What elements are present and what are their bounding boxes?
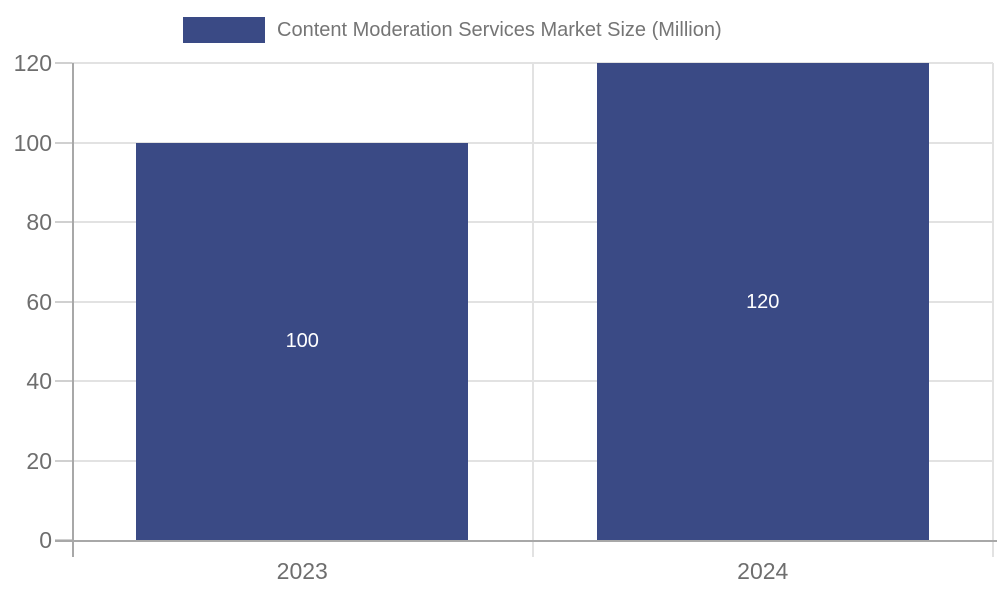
y-tick-mark bbox=[55, 459, 72, 462]
bar-2023[interactable] bbox=[136, 142, 469, 540]
y-tick-mark bbox=[55, 141, 72, 144]
category-split-line bbox=[531, 63, 534, 557]
plot-area: 100 120 bbox=[72, 62, 993, 540]
y-tick-label: 120 bbox=[13, 50, 52, 76]
bar-value-label: 120 bbox=[746, 290, 780, 313]
y-tick-label: 60 bbox=[26, 288, 52, 315]
legend-label: Content Moderation Services Market Size … bbox=[277, 19, 722, 41]
x-axis-line bbox=[55, 540, 997, 542]
y-tick-mark bbox=[55, 62, 72, 64]
legend-swatch bbox=[183, 17, 265, 43]
y-tick-mark bbox=[55, 380, 72, 382]
y-tick-label: 0 bbox=[39, 527, 52, 553]
y-tick-label: 20 bbox=[26, 447, 52, 474]
y-tick-mark bbox=[55, 221, 72, 223]
bar-value-label: 100 bbox=[285, 330, 319, 353]
bar-2024[interactable] bbox=[596, 63, 929, 540]
chart-legend[interactable]: Content Moderation Services Market Size … bbox=[183, 17, 722, 43]
x-tick-label-2023: 2023 bbox=[276, 558, 328, 584]
y-tick-mark bbox=[55, 300, 72, 303]
x-tick-label-2024: 2024 bbox=[737, 558, 789, 584]
y-tick-label: 40 bbox=[26, 368, 52, 394]
y-tick-label: 100 bbox=[13, 129, 52, 156]
plot-right-border bbox=[992, 63, 994, 557]
y-axis-line bbox=[72, 63, 74, 557]
y-tick-label: 80 bbox=[26, 209, 52, 235]
